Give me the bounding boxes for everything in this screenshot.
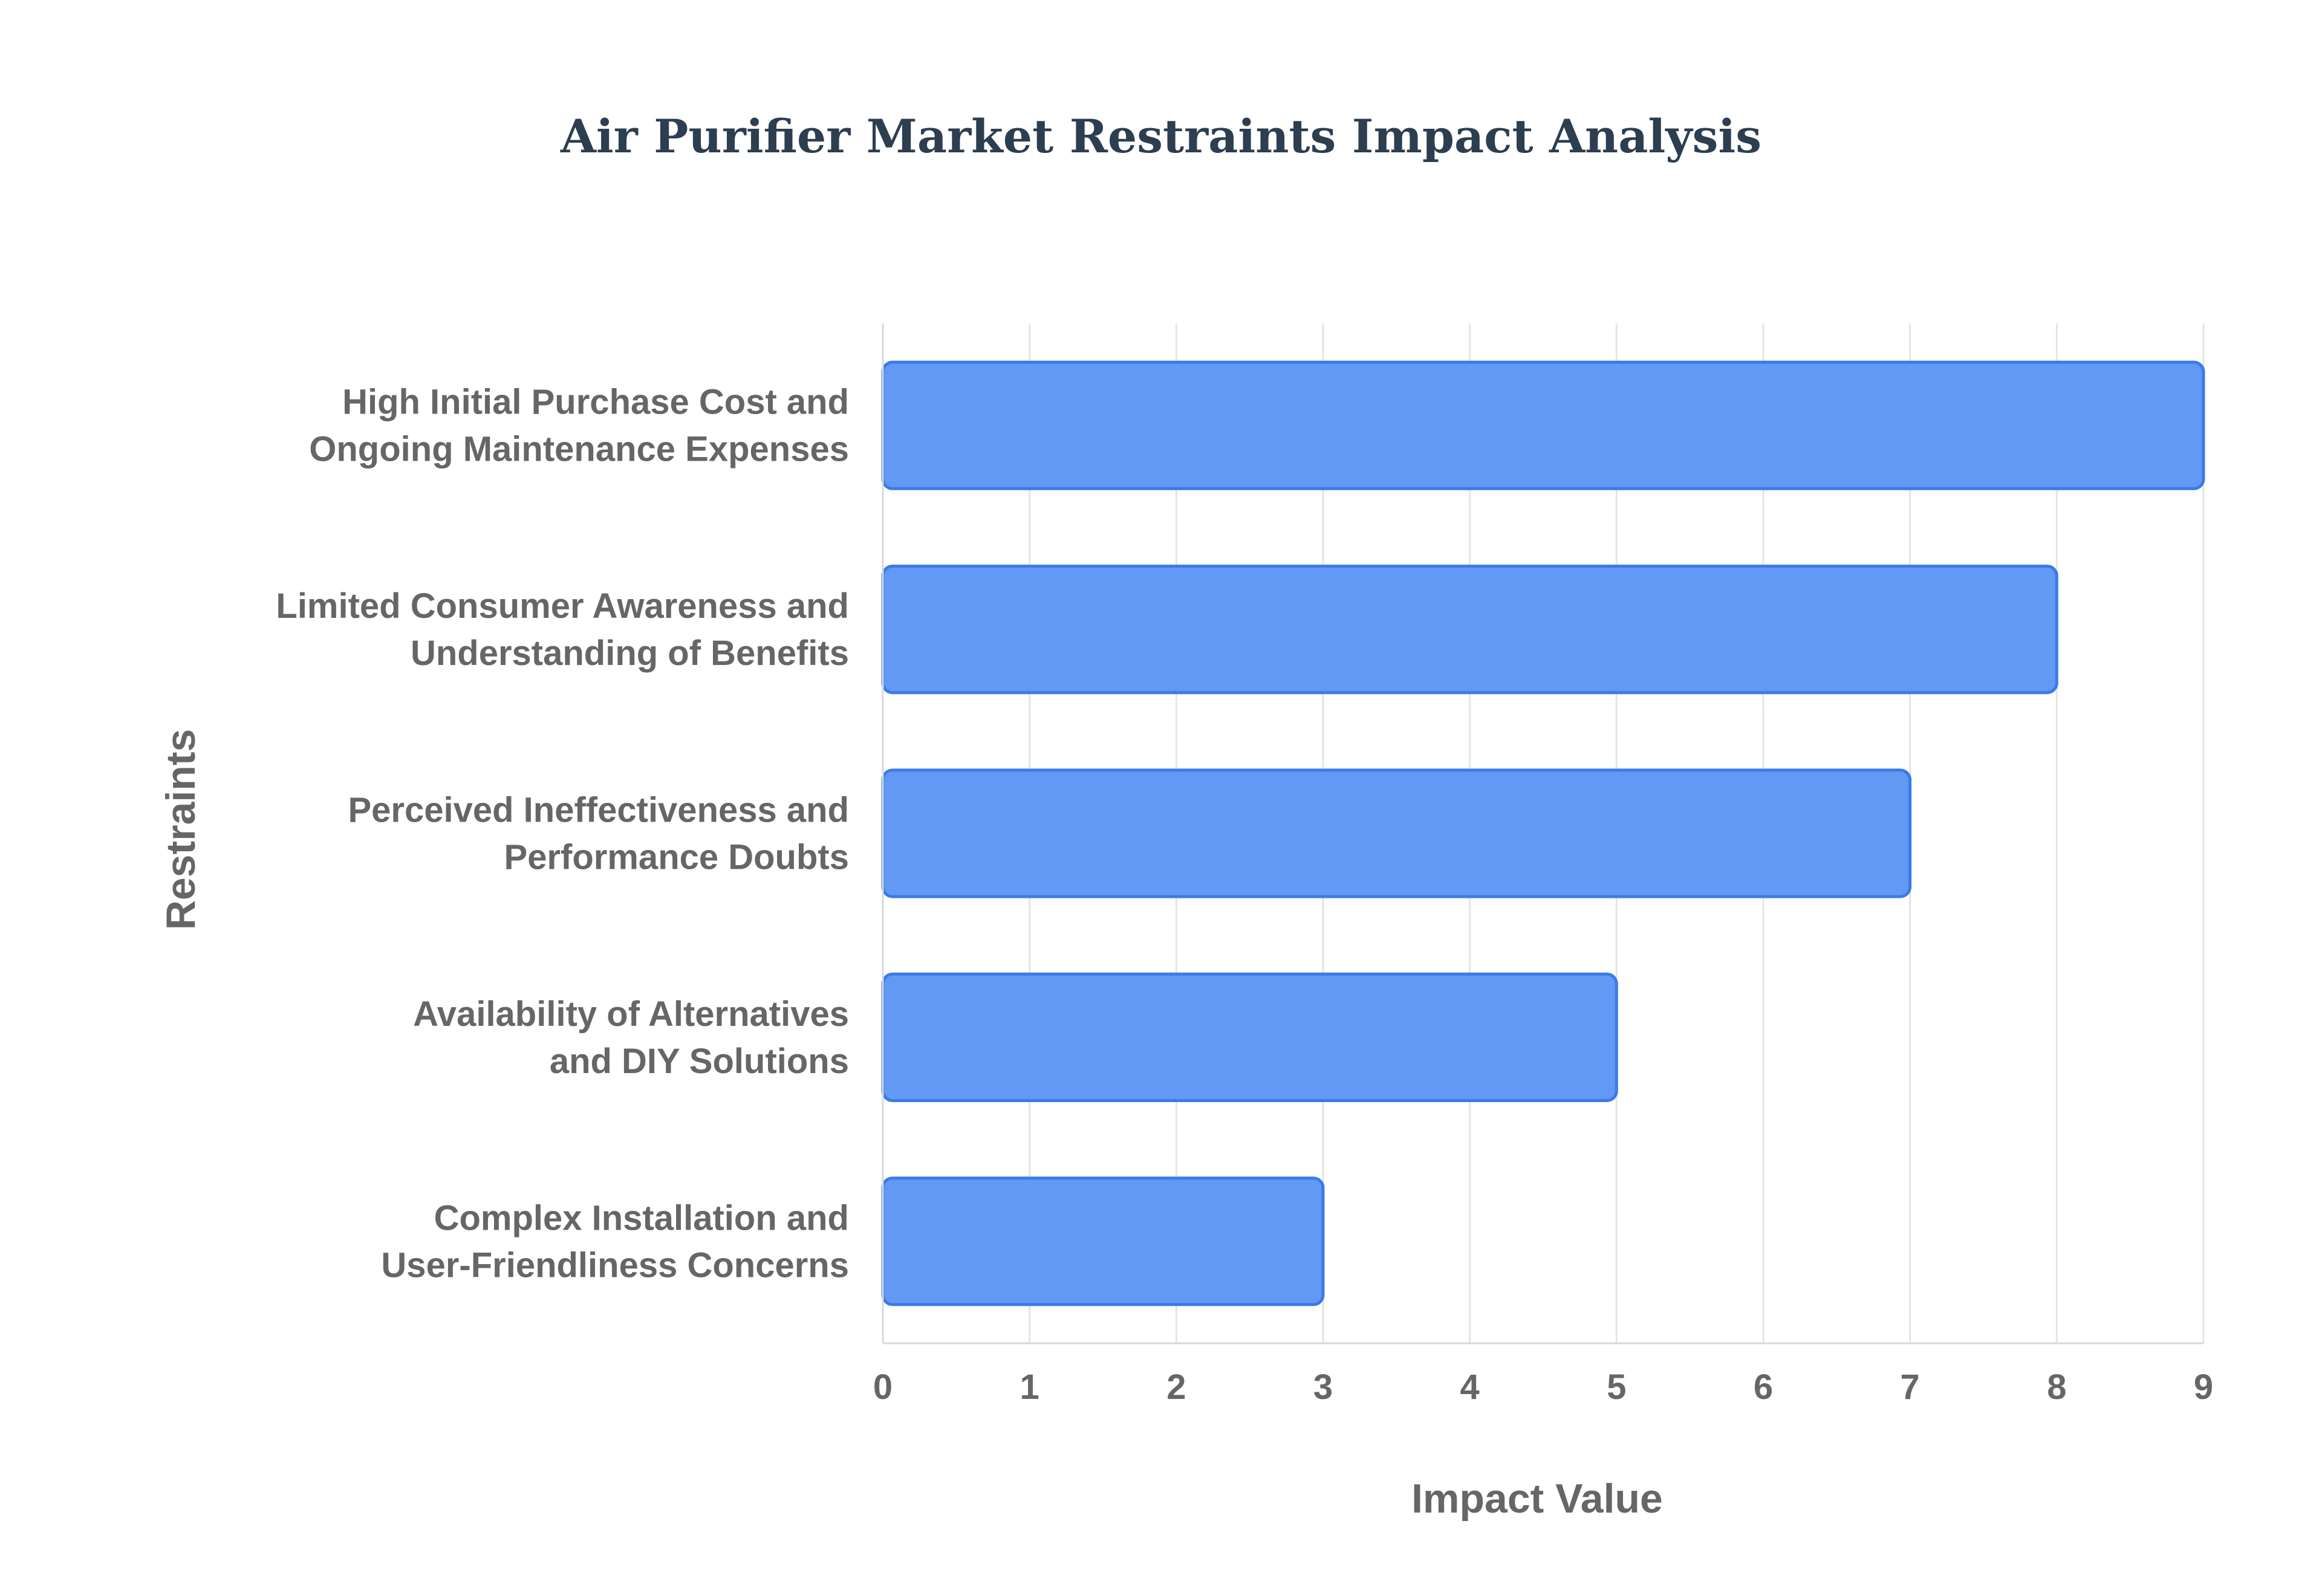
category-label: Perceived Ineffectiveness and Performance… (348, 791, 849, 877)
bar (881, 1176, 1325, 1306)
x-tick-label: 3 (1313, 1367, 1333, 1407)
x-tick-labels: 0 1 2 3 4 5 6 7 8 9 (873, 1367, 2213, 1407)
axes (882, 323, 2203, 1345)
bar (881, 768, 1912, 898)
category-label-line: Performance Doubts (504, 838, 849, 877)
x-tick-label: 6 (1754, 1367, 1773, 1407)
bar (881, 972, 1618, 1102)
x-tick-label: 8 (2047, 1367, 2066, 1407)
category-label-line: Ongoing Maintenance Expenses (309, 430, 849, 469)
x-tick-label: 2 (1166, 1367, 1186, 1407)
x-axis-title: Impact Value (1411, 1476, 1663, 1522)
x-tick-label: 0 (873, 1367, 893, 1407)
chart-title: Air Purifier Market Restraints Impact An… (560, 109, 1761, 163)
x-tick-label: 1 (1020, 1367, 1039, 1407)
category-label-line: and DIY Solutions (550, 1042, 849, 1081)
category-label-line: Availability of Alternatives (413, 994, 849, 1034)
category-label-line: Limited Consumer Awareness and (276, 586, 849, 626)
category-label: Complex Installation and User-Friendlines… (381, 1198, 849, 1285)
bars (881, 360, 2205, 1306)
bar (881, 360, 2205, 490)
category-label-line: Perceived Ineffectiveness and (348, 791, 849, 830)
category-label-line: User-Friendliness Concerns (381, 1245, 849, 1285)
bar (881, 565, 2058, 695)
category-label-line: Complex Installation and (434, 1198, 849, 1238)
category-label-line: Understanding of Benefits (411, 634, 849, 673)
category-label: High Initial Purchase Cost and Ongoing Ma… (309, 383, 849, 469)
category-labels: High Initial Purchase Cost and Ongoing Ma… (276, 383, 849, 1285)
category-label: Limited Consumer Awareness and Understand… (276, 586, 849, 673)
category-label: Availability of Alternatives and DIY Solu… (413, 994, 849, 1081)
x-tick-label: 7 (1901, 1367, 1920, 1407)
y-axis-title: Restraints (158, 729, 204, 930)
x-tick-label: 4 (1460, 1367, 1480, 1407)
category-label-line: High Initial Purchase Cost and (342, 383, 849, 422)
x-tick-label: 5 (1607, 1367, 1626, 1407)
x-tick-label: 9 (2194, 1367, 2213, 1407)
